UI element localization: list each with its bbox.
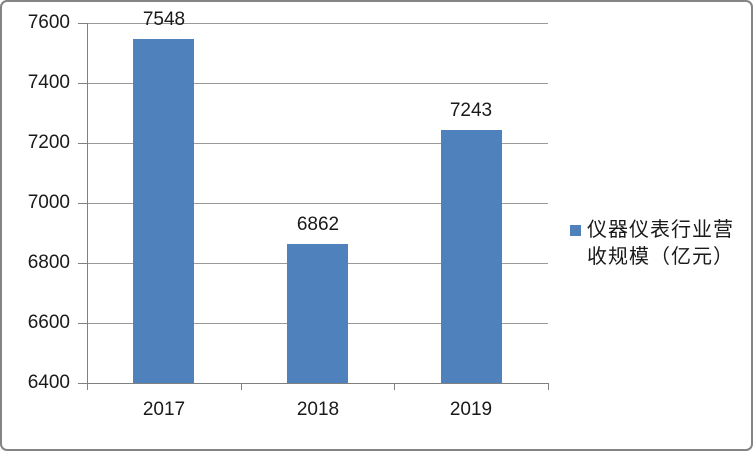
y-axis-tick-label: 6600	[27, 312, 70, 333]
y-axis-tick-label: 7000	[27, 192, 70, 213]
legend[interactable]: 仪器仪表行业营收规模（亿元）	[570, 217, 739, 271]
x-axis-category-label: 2018	[296, 399, 340, 420]
y-axis-tick-label: 6800	[27, 252, 70, 273]
gridline	[87, 143, 548, 144]
x-axis-category-label: 2017	[142, 399, 186, 420]
legend-marker-icon	[570, 225, 581, 236]
legend-label: 仪器仪表行业营收规模（亿元）	[587, 219, 734, 268]
data-label: 6862	[296, 214, 340, 235]
y-axis-tick	[78, 263, 87, 264]
gridline	[87, 83, 548, 84]
y-axis-tick	[78, 203, 87, 204]
bar-2018[interactable]	[287, 244, 348, 383]
y-axis-tick	[78, 383, 87, 384]
data-label: 7548	[142, 9, 186, 30]
y-axis-line	[87, 23, 88, 384]
y-axis-tick-label: 7400	[27, 72, 70, 93]
gridline	[87, 203, 548, 204]
bar-2019[interactable]	[441, 130, 502, 383]
y-axis-tick	[78, 143, 87, 144]
x-axis-tick	[548, 384, 549, 390]
bar-2017[interactable]	[133, 39, 194, 383]
y-axis-tick	[78, 323, 87, 324]
y-axis-tick-label: 6400	[27, 372, 70, 393]
x-axis-category-label: 2019	[449, 399, 493, 420]
x-axis-tick	[87, 384, 88, 390]
data-label: 7243	[449, 100, 493, 121]
x-axis-tick	[394, 384, 395, 390]
y-axis-tick	[78, 83, 87, 84]
y-axis-tick-label: 7200	[27, 132, 70, 153]
x-axis-tick	[241, 384, 242, 390]
y-axis-tick-label: 7600	[27, 12, 70, 33]
gridline	[87, 23, 548, 24]
plot-area: 6400 6600 6800 7000 7200 7400 7600 7548 2017 6862…	[28, 9, 549, 420]
y-axis-tick	[78, 23, 87, 24]
x-axis-line	[87, 383, 549, 384]
